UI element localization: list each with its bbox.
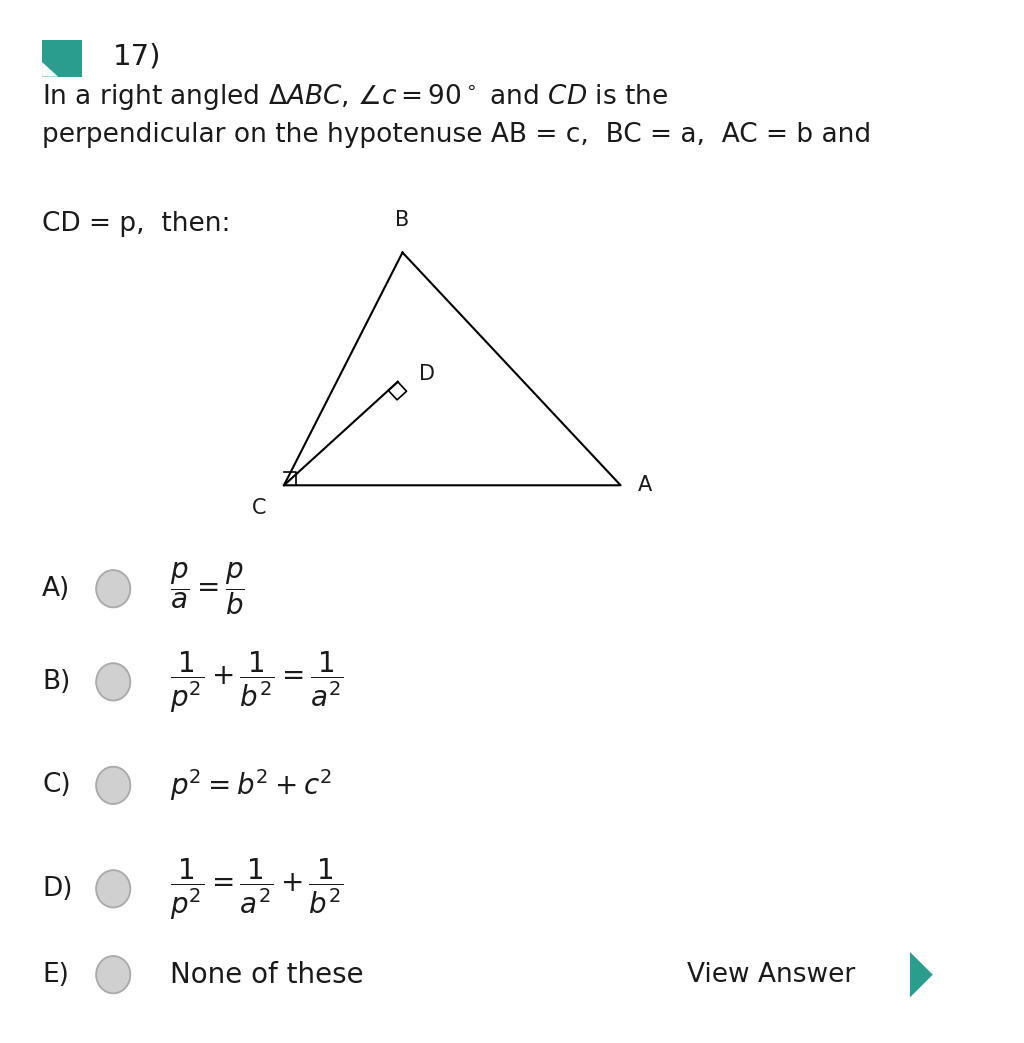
Bar: [42, 41, 82, 76]
Text: B: B: [395, 210, 410, 229]
Circle shape: [96, 956, 130, 993]
Circle shape: [96, 663, 130, 701]
Text: $\dfrac{1}{p^2} = \dfrac{1}{a^2} + \dfrac{1}{b^2}$: $\dfrac{1}{p^2} = \dfrac{1}{a^2} + \dfra…: [170, 856, 344, 922]
Text: $\dfrac{p}{a} = \dfrac{p}{b}$: $\dfrac{p}{a} = \dfrac{p}{b}$: [170, 560, 245, 617]
Text: C): C): [42, 772, 71, 798]
Text: perpendicular on the hypotenuse AB = c,  BC = a,  AC = b and: perpendicular on the hypotenuse AB = c, …: [42, 122, 871, 148]
Text: CD = p,  then:: CD = p, then:: [42, 211, 230, 237]
Circle shape: [96, 571, 130, 607]
Text: A): A): [42, 576, 71, 602]
Text: In a right angled $\Delta ABC$, $\angle c = 90^\circ$ and $CD$ is the: In a right angled $\Delta ABC$, $\angle …: [42, 81, 669, 112]
Text: B): B): [42, 669, 71, 695]
Circle shape: [96, 870, 130, 907]
Circle shape: [96, 767, 130, 804]
Text: None of these: None of these: [170, 961, 364, 989]
Text: $p^2 = b^2 + c^2$: $p^2 = b^2 + c^2$: [170, 768, 332, 803]
Text: $\dfrac{1}{p^2} + \dfrac{1}{b^2} = \dfrac{1}{a^2}$: $\dfrac{1}{p^2} + \dfrac{1}{b^2} = \dfra…: [170, 649, 344, 714]
Text: A: A: [638, 476, 652, 495]
Text: E): E): [42, 962, 69, 988]
Text: D): D): [42, 876, 73, 902]
Text: C: C: [252, 498, 267, 517]
Text: View Answer: View Answer: [687, 962, 855, 988]
Polygon shape: [42, 63, 58, 76]
Polygon shape: [910, 952, 933, 997]
Text: 17): 17): [114, 43, 162, 71]
Text: D: D: [419, 364, 434, 384]
